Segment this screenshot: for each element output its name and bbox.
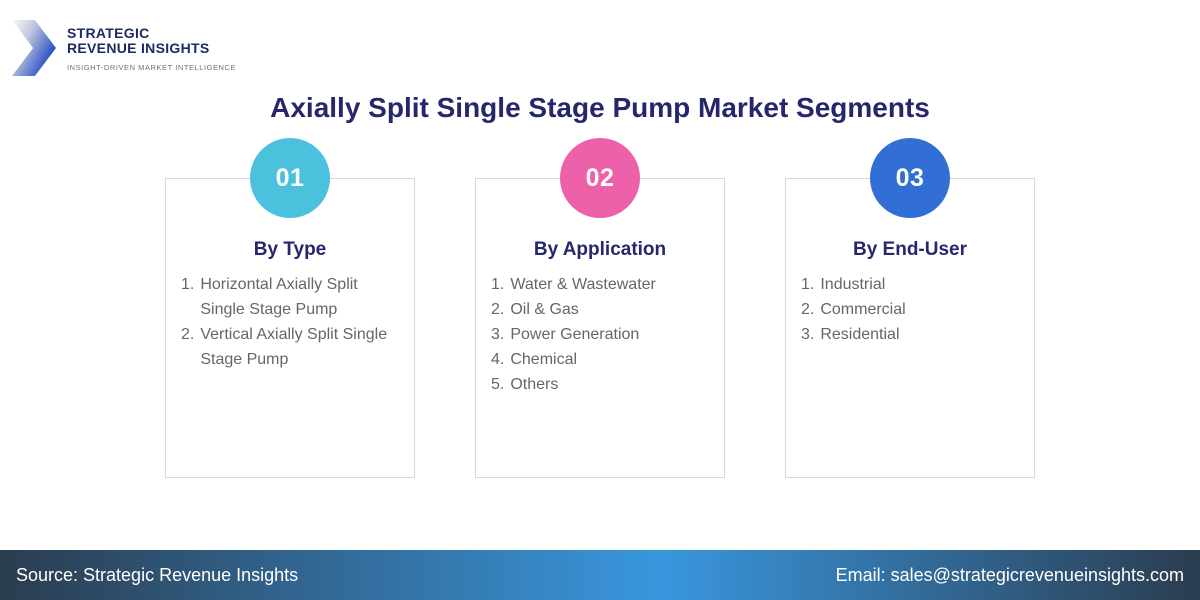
- list-item-number: 1.: [801, 276, 815, 293]
- card-number-badge: 01: [250, 138, 330, 218]
- list-item-number: 5.: [491, 376, 505, 393]
- card-heading: By Application: [533, 239, 667, 260]
- card-list: 1. Industrial 2. Commercial 3. Residential: [786, 272, 1034, 347]
- footer-source-text: Source: Strategic Revenue Insights: [16, 564, 299, 585]
- list-item-text: Commercial: [820, 301, 906, 318]
- card-number-badge: 02: [560, 138, 640, 218]
- list-item-number: 2.: [491, 301, 505, 318]
- list-item: 5. Others: [491, 372, 716, 397]
- list-item-text: Power Generation: [510, 326, 640, 343]
- page-title: Axially Split Single Stage Pump Market S…: [270, 92, 930, 123]
- segment-card: 03 By End-User 1. Industrial 2. Commercial 3…: [785, 138, 1035, 478]
- card-number: 01: [275, 163, 305, 192]
- list-item: 1. Horizontal Axially Split Single Stage …: [181, 272, 406, 322]
- brand-text-block: STRATEGIC REVENUE INSIGHTS INSIGHT-DRIVE…: [67, 18, 237, 73]
- footer-bar: Source: Strategic Revenue Insights Email…: [0, 550, 1200, 600]
- list-item-number: 1.: [491, 276, 505, 293]
- list-item-text: Water & Wastewater: [510, 276, 656, 293]
- list-item-number: 1.: [181, 276, 195, 293]
- card-number-badge: 03: [870, 138, 950, 218]
- list-item: 2. Oil & Gas: [491, 297, 716, 322]
- list-item: 3. Power Generation: [491, 322, 716, 347]
- list-item-text: Residential: [820, 326, 900, 343]
- list-item-number: 3.: [491, 326, 505, 343]
- list-item-text: Industrial: [820, 276, 886, 293]
- brand-logo: STRATEGIC REVENUE INSIGHTS INSIGHT-DRIVE…: [12, 18, 236, 76]
- list-item: 3. Residential: [801, 322, 1026, 347]
- chevron-right-icon: [12, 20, 56, 76]
- list-item-text: Oil & Gas: [510, 301, 579, 318]
- card-heading: By Type: [253, 239, 327, 260]
- card-number: 02: [585, 163, 615, 192]
- list-item: 1. Water & Wastewater: [491, 272, 716, 297]
- footer-email-text: Email: sales@strategicrevenueinsights.co…: [835, 564, 1184, 585]
- list-item: 1. Industrial: [801, 272, 1026, 297]
- list-item-text: Horizontal Axially Split Single Stage Pu…: [200, 276, 358, 318]
- card-list: 1. Water & Wastewater 2. Oil & Gas 3. Power G…: [476, 272, 724, 397]
- cards-row: 01 By Type 1. Horizontal Axially Split Si…: [165, 138, 1035, 478]
- card-number: 03: [895, 163, 925, 192]
- list-item-number: 4.: [491, 351, 505, 368]
- list-item-text: Others: [510, 376, 559, 393]
- list-item-text: Chemical: [510, 351, 578, 368]
- brand-name-line1: STRATEGIC: [67, 25, 150, 41]
- card-heading: By End-User: [852, 239, 968, 260]
- list-item-number: 2.: [181, 326, 195, 343]
- brand-tagline: INSIGHT-DRIVEN MARKET INTELLIGENCE: [67, 63, 237, 72]
- brand-name-line2: REVENUE INSIGHTS: [67, 40, 210, 56]
- list-item-number: 3.: [801, 326, 815, 343]
- list-item: 2. Commercial: [801, 297, 1026, 322]
- segment-card: 01 By Type 1. Horizontal Axially Split Si…: [165, 138, 415, 478]
- list-item: 2. Vertical Axially Split Single Stage Pu…: [181, 322, 406, 372]
- segment-card: 02 By Application 1. Water & Wastewater 2.…: [475, 138, 725, 478]
- list-item-number: 2.: [801, 301, 815, 318]
- list-item-text: Vertical Axially Split Single Stage Pump: [200, 326, 388, 368]
- card-list: 1. Horizontal Axially Split Single Stage …: [166, 272, 414, 372]
- list-item: 4. Chemical: [491, 347, 716, 372]
